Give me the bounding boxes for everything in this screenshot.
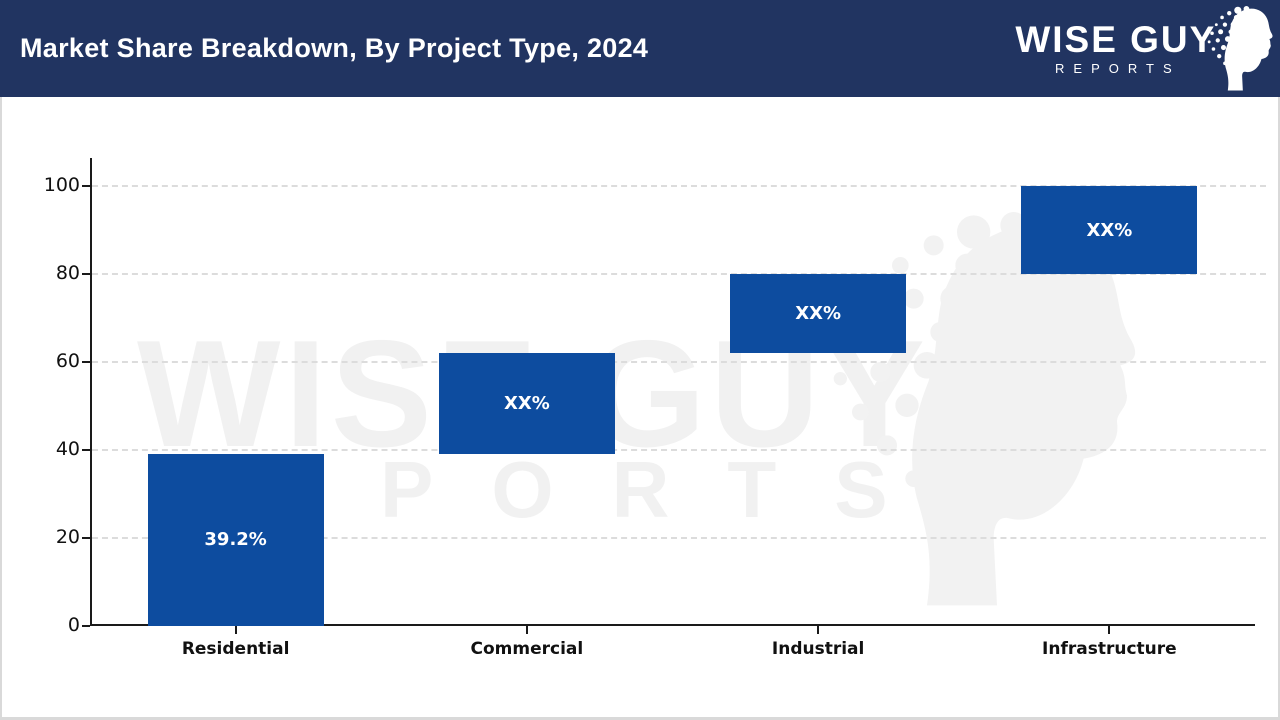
y-tick-80 — [82, 273, 90, 275]
x-tick-infrastructure — [1108, 626, 1111, 634]
bar-industrial: XX% — [730, 274, 907, 354]
wiseguy-logo: WISE GUY REPORTS — [1015, 5, 1274, 92]
y-tick-100 — [82, 185, 90, 187]
y-tick-label: 80 — [55, 262, 80, 284]
y-tick-label: 60 — [55, 350, 80, 372]
gridline-80 — [92, 273, 1266, 275]
bar-value-label: XX% — [1086, 219, 1133, 241]
y-tick-label: 0 — [67, 614, 80, 636]
x-axis-line — [90, 624, 1255, 626]
bar-value-label: XX% — [795, 303, 842, 325]
y-tick-20 — [82, 537, 90, 539]
x-tick-industrial — [817, 626, 820, 634]
gridline-40 — [92, 449, 1266, 451]
bar-infrastructure: XX% — [1021, 186, 1198, 274]
y-axis-line — [90, 158, 92, 626]
bar-value-label: XX% — [503, 392, 550, 414]
gridline-60 — [92, 361, 1266, 363]
logo-wordmark-line1: WISE GUY — [1015, 19, 1217, 60]
x-category-label-residential: Residential — [181, 639, 290, 659]
bar-value-label: 39.2% — [204, 529, 267, 551]
y-tick-label: 100 — [43, 174, 80, 196]
x-category-label-industrial: Industrial — [771, 639, 865, 659]
x-tick-residential — [234, 626, 237, 634]
y-tick-60 — [82, 361, 90, 363]
chart-title: Market Share Breakdown, By Project Type,… — [20, 33, 649, 63]
logo-wordmark: WISE GUY REPORTS — [1015, 21, 1216, 76]
header-band: Market Share Breakdown, By Project Type,… — [0, 0, 1280, 97]
bar-residential: 39.2% — [147, 453, 324, 626]
y-tick-0 — [82, 625, 90, 627]
x-tick-commercial — [525, 626, 528, 634]
y-tick-40 — [82, 449, 90, 451]
y-tick-label: 40 — [55, 438, 80, 460]
bar-commercial: XX% — [438, 353, 615, 454]
gridline-20 — [92, 537, 1266, 539]
y-tick-label: 20 — [55, 526, 80, 548]
logo-wordmark-line2: REPORTS — [1055, 61, 1181, 76]
x-category-label-infrastructure: Infrastructure — [1042, 639, 1177, 659]
x-category-label-commercial: Commercial — [470, 639, 584, 659]
gridline-100 — [92, 185, 1266, 187]
